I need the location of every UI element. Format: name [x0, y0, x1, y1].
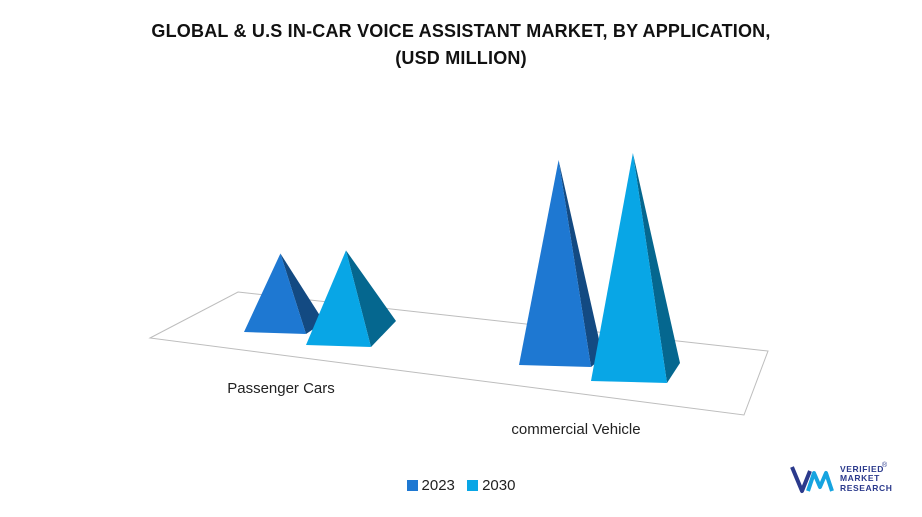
- legend-item-2023: 2023: [406, 477, 455, 494]
- legend-item-2030: 2030: [467, 477, 515, 494]
- pyramid-passenger-cars-2023-side-face: [280, 253, 324, 334]
- pyramid-commercial-vehicle-2023: [519, 160, 603, 367]
- chart-title: GLOBAL & U.S IN-CAR VOICE ASSISTANT MARK…: [0, 18, 922, 72]
- category-label-passenger-cars: Passenger Cars: [227, 380, 335, 397]
- pyramid-commercial-vehicle-2030: [591, 153, 680, 383]
- pyramid-passenger-cars-2023-front-face: [244, 253, 306, 334]
- legend-swatch-2030: [467, 480, 479, 491]
- pyramid-commercial-vehicle-2030-side-face: [632, 153, 680, 383]
- chart-title-line-1: GLOBAL & U.S IN-CAR VOICE ASSISTANT MARK…: [151, 21, 771, 41]
- logo-line-3: RESEARCH: [840, 482, 893, 493]
- pyramid-commercial-vehicle-2023-front-face: [519, 160, 591, 367]
- pyramid-commercial-vehicle-2023-side-face: [558, 160, 603, 367]
- pyramid-passenger-cars-2023: [244, 253, 324, 334]
- vmr-logo-icon: [790, 466, 834, 493]
- category-label-commercial-vehicle: commercial Vehicle: [511, 421, 640, 438]
- registered-mark: ®: [882, 462, 888, 469]
- chart-legend: 2023 2030: [0, 477, 922, 495]
- vmr-logo-text: VERIFIED MARKET RESEARCH: [840, 463, 893, 494]
- legend-label-2023: 2023: [421, 477, 455, 494]
- vmr-logo: VERIFIED MARKET RESEARCH ®: [790, 461, 893, 497]
- pyramid-passenger-cars-2030-side-face: [346, 250, 396, 347]
- pyramid-passenger-cars-2030-front-face: [306, 250, 371, 347]
- logo-line-2: MARKET: [840, 473, 880, 484]
- chart-marks: [244, 153, 680, 383]
- pyramid-commercial-vehicle-2030-front-face: [591, 153, 667, 383]
- logo-line-1: VERIFIED: [840, 463, 885, 474]
- chart-title-line-2: (USD MILLION): [395, 48, 527, 68]
- legend-swatch-2023: [406, 480, 418, 491]
- legend-label-2030: 2030: [482, 477, 516, 494]
- pyramid-passenger-cars-2030: [306, 250, 396, 347]
